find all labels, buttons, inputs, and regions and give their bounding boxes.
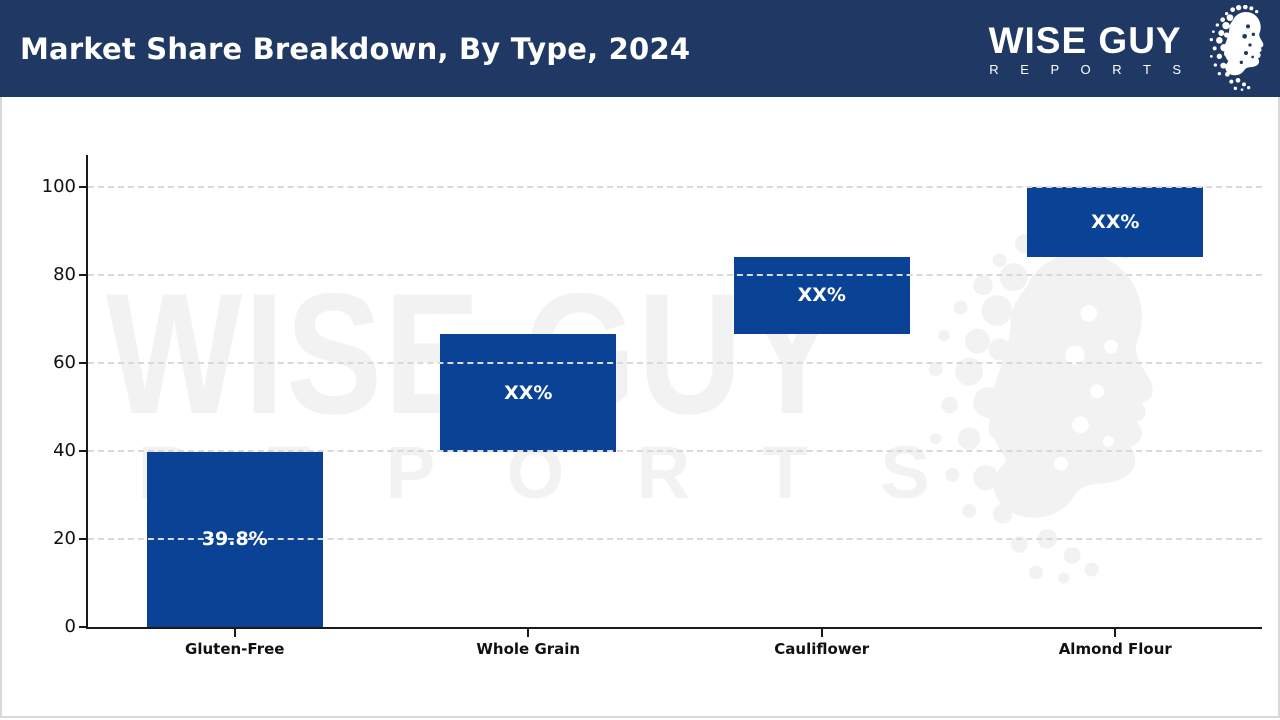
bar-almond-flour	[1027, 187, 1204, 257]
y-tick-60	[79, 362, 87, 364]
brand-logo: WISE GUY R E P O R T S	[980, 4, 1270, 94]
category-label-whole-grain: Whole Grain	[476, 640, 581, 658]
brand-face-icon	[1209, 5, 1264, 92]
brand-subname: R E P O R T S	[989, 62, 1190, 77]
category-label-cauliflower: Cauliflower	[774, 640, 870, 658]
y-tick-label-60: 60	[53, 352, 76, 373]
y-tick-40	[79, 450, 87, 452]
gridline-40	[88, 450, 1262, 452]
header-bar: Market Share Breakdown, By Type, 2024 WI…	[0, 0, 1280, 97]
y-tick-label-0: 0	[64, 616, 76, 637]
x-tick-cauliflower	[820, 629, 823, 637]
y-axis-line	[86, 155, 88, 629]
gridline-20	[88, 538, 1262, 540]
category-label-almond-flour: Almond Flour	[1058, 640, 1172, 658]
gridline-100	[88, 186, 1262, 188]
y-tick-label-20: 20	[53, 528, 76, 549]
y-tick-label-100: 100	[41, 176, 76, 197]
watermark-face-icon	[928, 224, 1153, 584]
y-tick-80	[79, 274, 87, 276]
x-axis-line	[86, 627, 1262, 629]
gridline-60	[88, 362, 1262, 364]
bar-label-almond-flour: XX%	[1091, 210, 1140, 233]
bar-label-cauliflower: XX%	[797, 284, 846, 307]
bar-label-gluten-free: 39.8%	[201, 528, 268, 551]
category-label-gluten-free: Gluten-Free	[185, 640, 285, 658]
y-tick-0	[79, 626, 87, 628]
bar-cauliflower	[733, 256, 910, 335]
y-tick-100	[79, 186, 87, 188]
y-tick-label-80: 80	[53, 264, 76, 285]
bar-label-whole-grain: XX%	[504, 382, 553, 405]
y-tick-label-40: 40	[53, 440, 76, 461]
brand-logo-text: WISE GUY R E P O R T S	[980, 22, 1190, 76]
x-tick-whole-grain	[527, 629, 530, 637]
bar-whole-grain	[440, 334, 617, 452]
x-tick-gluten-free	[233, 629, 236, 637]
brand-name: WISE GUY	[988, 20, 1182, 61]
page-title: Market Share Breakdown, By Type, 2024	[20, 31, 691, 66]
gridline-80	[88, 274, 1262, 276]
x-tick-almond-flour	[1114, 629, 1117, 637]
y-tick-20	[79, 538, 87, 540]
